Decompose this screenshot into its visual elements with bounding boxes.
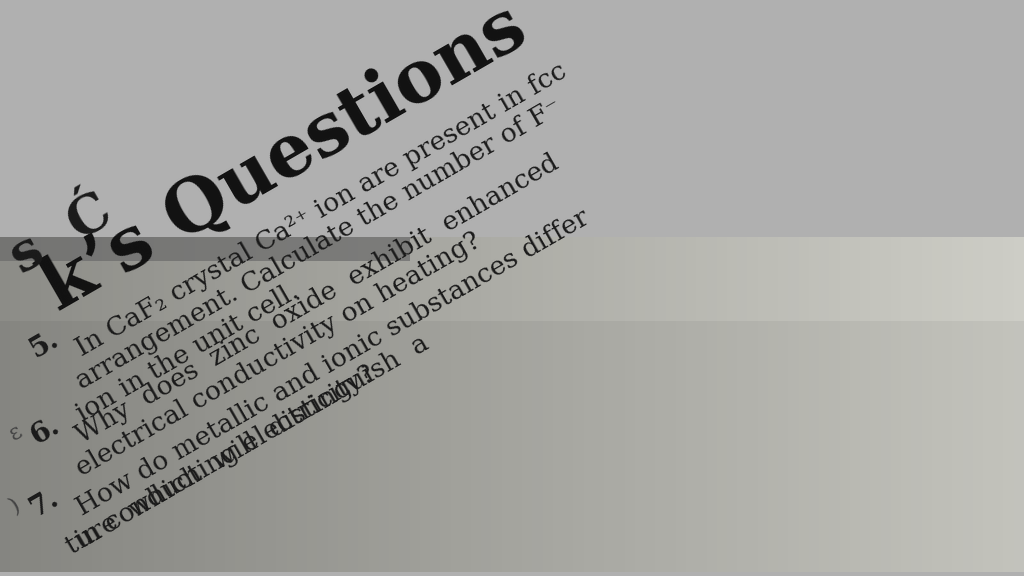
Text: s  Ć: s Ć (1, 185, 121, 283)
Bar (0, 237, 410, 261)
Text: ion in the unit cell.: ion in the unit cell. (72, 279, 303, 427)
Text: How do metallic and ionic substances differ: How do metallic and ionic substances dif… (72, 204, 593, 520)
Text: 7.: 7. (26, 484, 65, 522)
Text: arrangement. Calculate the number of F⁻: arrangement. Calculate the number of F⁻ (72, 94, 566, 394)
Text: 5.: 5. (26, 325, 65, 363)
Text: ture  which  will  distinguish  a: ture which will distinguish a (26, 331, 433, 576)
Text: In CaF₂ crystal Ca²⁺ ion are present in fcc: In CaF₂ crystal Ca²⁺ ion are present in … (72, 58, 571, 361)
Text: k’s Questions: k’s Questions (31, 0, 539, 325)
Text: in conducting electricity?: in conducting electricity? (72, 361, 379, 553)
Text: 6.: 6. (26, 412, 65, 450)
Text: ε: ε (5, 420, 27, 445)
Text: Why  does  zinc  oxide  exhibit  enhanced: Why does zinc oxide exhibit enhanced (72, 150, 563, 448)
Text: ): ) (5, 494, 24, 517)
Text: electrical conductivity on heating?: electrical conductivity on heating? (72, 228, 485, 481)
